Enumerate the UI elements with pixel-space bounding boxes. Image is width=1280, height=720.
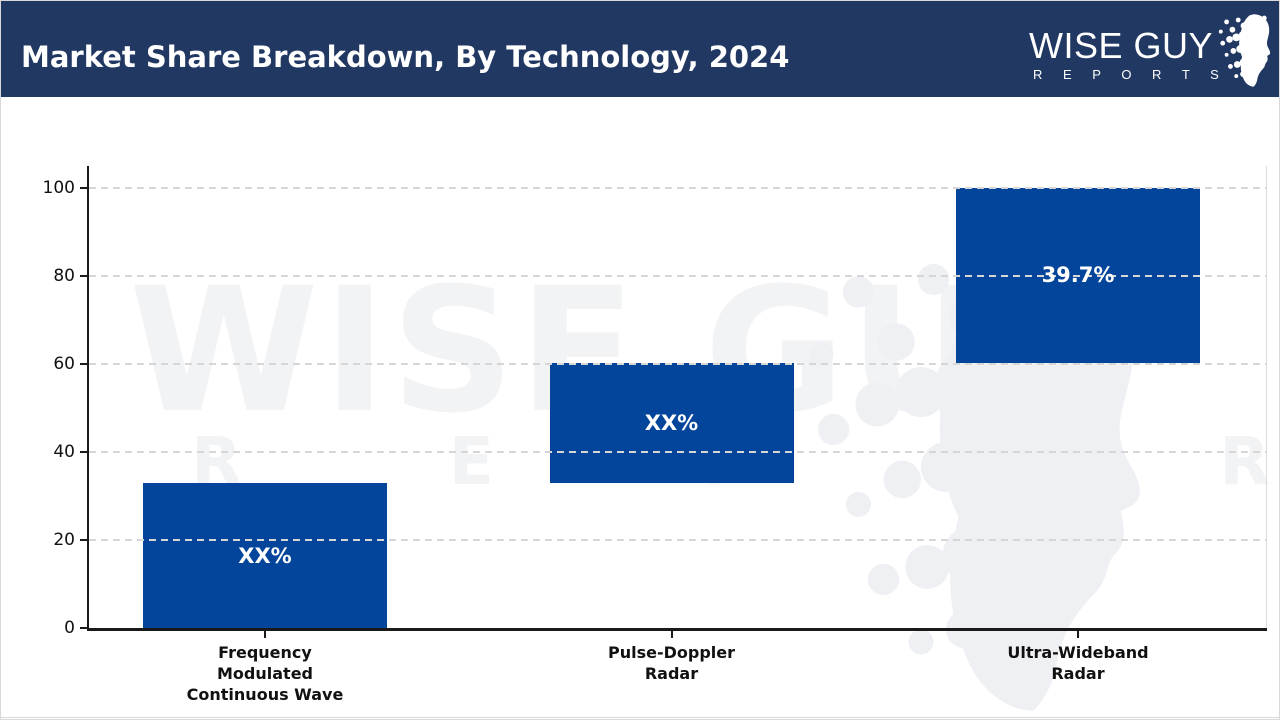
y-axis-tick-label: 100: [42, 178, 75, 198]
bar-value-label: XX%: [238, 543, 292, 568]
category-label: Ultra-Wideband Radar: [918, 642, 1238, 684]
y-axis-tick: [80, 451, 87, 453]
logo-name: WISE GUY: [1029, 25, 1214, 66]
logo-head-icon: [1218, 14, 1271, 87]
y-axis-tick-label: 40: [53, 442, 75, 462]
footer-divider: [1, 717, 1279, 718]
category-label-line: Continuous Wave: [186, 685, 344, 704]
y-axis-tick: [80, 363, 87, 365]
x-axis-tick: [670, 631, 673, 638]
x-axis-tick: [1077, 631, 1079, 638]
bar-segment: [549, 362, 794, 484]
bar-value-label: 39.7%: [1041, 263, 1115, 288]
chart-area: WISE GUY R E P O R T S XX%XX%39.7%020406…: [1, 97, 1279, 719]
y-axis-line: [87, 166, 89, 631]
y-axis-tick-label: 80: [53, 266, 75, 286]
y-axis-tick: [80, 539, 87, 541]
category-label: Pulse-Doppler Radar: [512, 642, 832, 684]
bar-segment: [143, 483, 387, 628]
x-axis-line: [87, 628, 1267, 631]
y-axis-tick: [80, 187, 87, 189]
y-axis-tick-label: 60: [53, 354, 75, 374]
gridline: [89, 363, 1267, 365]
logo-tagline: R E P O R T S: [1033, 67, 1228, 82]
y-axis-tick-label: 0: [64, 618, 75, 638]
gridline: [89, 451, 1267, 453]
y-axis-tick-label: 20: [53, 530, 75, 550]
page-title: Market Share Breakdown, By Technology, 2…: [21, 40, 790, 74]
category-label-line: Pulse-Doppler: [607, 643, 736, 662]
header-banner: Market Share Breakdown, By Technology, 2…: [1, 1, 1279, 97]
category-label-line: Radar: [644, 664, 699, 683]
bar-value-label: XX%: [644, 410, 699, 435]
gridline: [89, 187, 1267, 189]
category-label-line: Ultra-Wideband: [1007, 643, 1149, 662]
category-label-line: Radar: [1051, 664, 1105, 683]
y-axis-tick: [80, 627, 87, 629]
category-label: Frequency Modulated Continuous Wave: [105, 642, 425, 705]
plot-right-border: [1266, 166, 1267, 628]
wise-guy-logo: WISE GUY R E P O R T S: [1029, 7, 1271, 93]
x-axis-tick: [264, 631, 266, 638]
y-axis-tick: [80, 275, 87, 277]
category-label-line: Modulated: [217, 664, 313, 683]
gridline: [89, 539, 1267, 541]
gridline: [89, 275, 1267, 277]
category-label-line: Frequency: [218, 643, 312, 662]
